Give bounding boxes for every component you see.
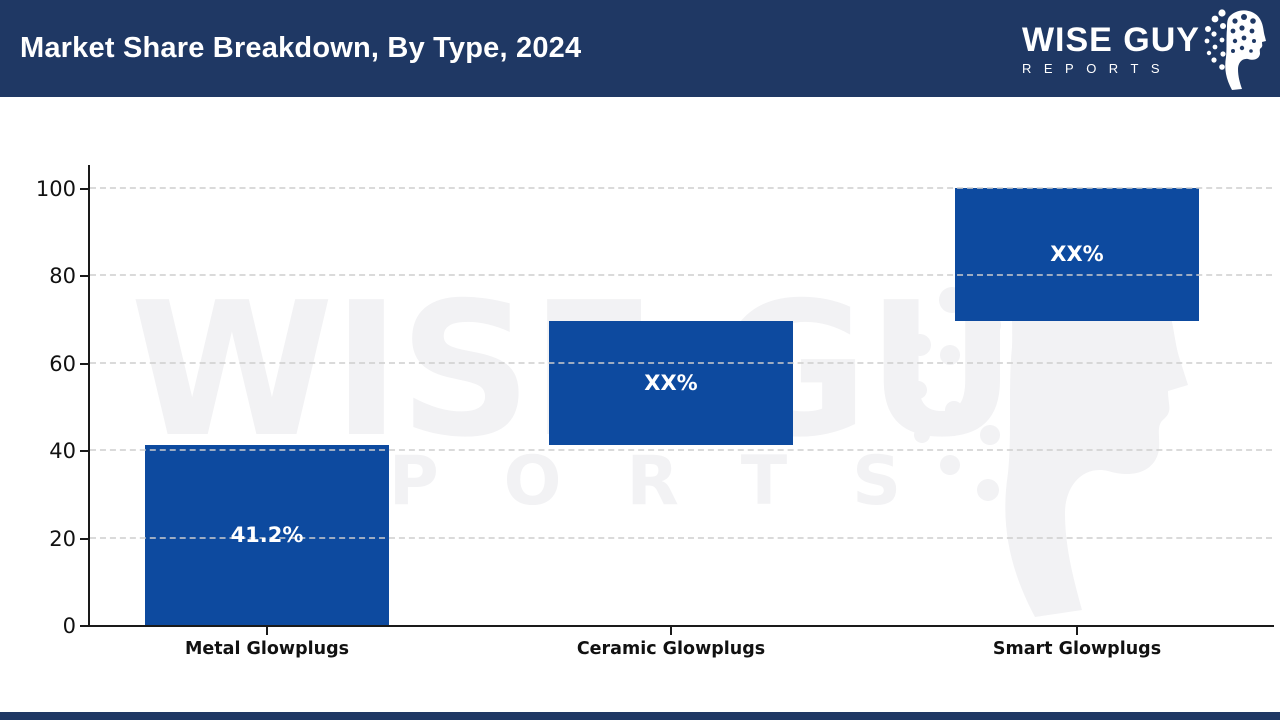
y-tick (80, 537, 88, 540)
gridline (90, 274, 1272, 276)
x-tick-label: Metal Glowplugs (184, 639, 350, 659)
wiseguy-logo: WISE GUY REPORTS (1022, 7, 1280, 91)
x-tick-label: Ceramic Glowplugs (576, 639, 766, 659)
logo-text: WISE GUY REPORTS (1022, 22, 1200, 76)
bar (955, 187, 1199, 321)
gridline (90, 536, 1272, 539)
y-tick-label: 20 (49, 526, 76, 551)
logo-face-icon (1204, 8, 1266, 90)
y-tick-label: 40 (49, 439, 76, 463)
y-tick-label: 60 (49, 351, 76, 376)
gridline (90, 361, 1272, 364)
y-tick-label: 80 (49, 264, 76, 288)
y-tick (80, 450, 88, 452)
footer-bar (0, 712, 1280, 720)
header-bar: Market Share Breakdown, By Type, 2024 WI… (0, 0, 1280, 97)
y-tick (80, 362, 88, 365)
gridline (90, 186, 1272, 189)
bar-label: XX% (1050, 242, 1104, 267)
bar (145, 444, 389, 625)
y-axis-spine (88, 165, 90, 627)
gridline (90, 449, 1272, 451)
bar (549, 320, 793, 445)
x-tick (670, 627, 672, 635)
bar-label: 41.2% (230, 522, 304, 547)
bar-label: XX% (644, 370, 698, 395)
logo-subtitle: REPORTS (1021, 60, 1173, 76)
x-tick-label: Smart Glowplugs (992, 639, 1162, 659)
page-title: Market Share Breakdown, By Type, 2024 (20, 32, 582, 64)
x-tick (266, 627, 268, 635)
y-tick (80, 187, 88, 190)
y-tick-label: 0 (62, 614, 76, 638)
logo-wordmark: WISE GUY (1021, 20, 1200, 59)
x-axis-spine (84, 625, 1274, 627)
x-tick (1076, 627, 1078, 635)
y-tick (80, 275, 88, 277)
y-tick (80, 625, 88, 627)
y-tick-label: 100 (35, 176, 76, 201)
